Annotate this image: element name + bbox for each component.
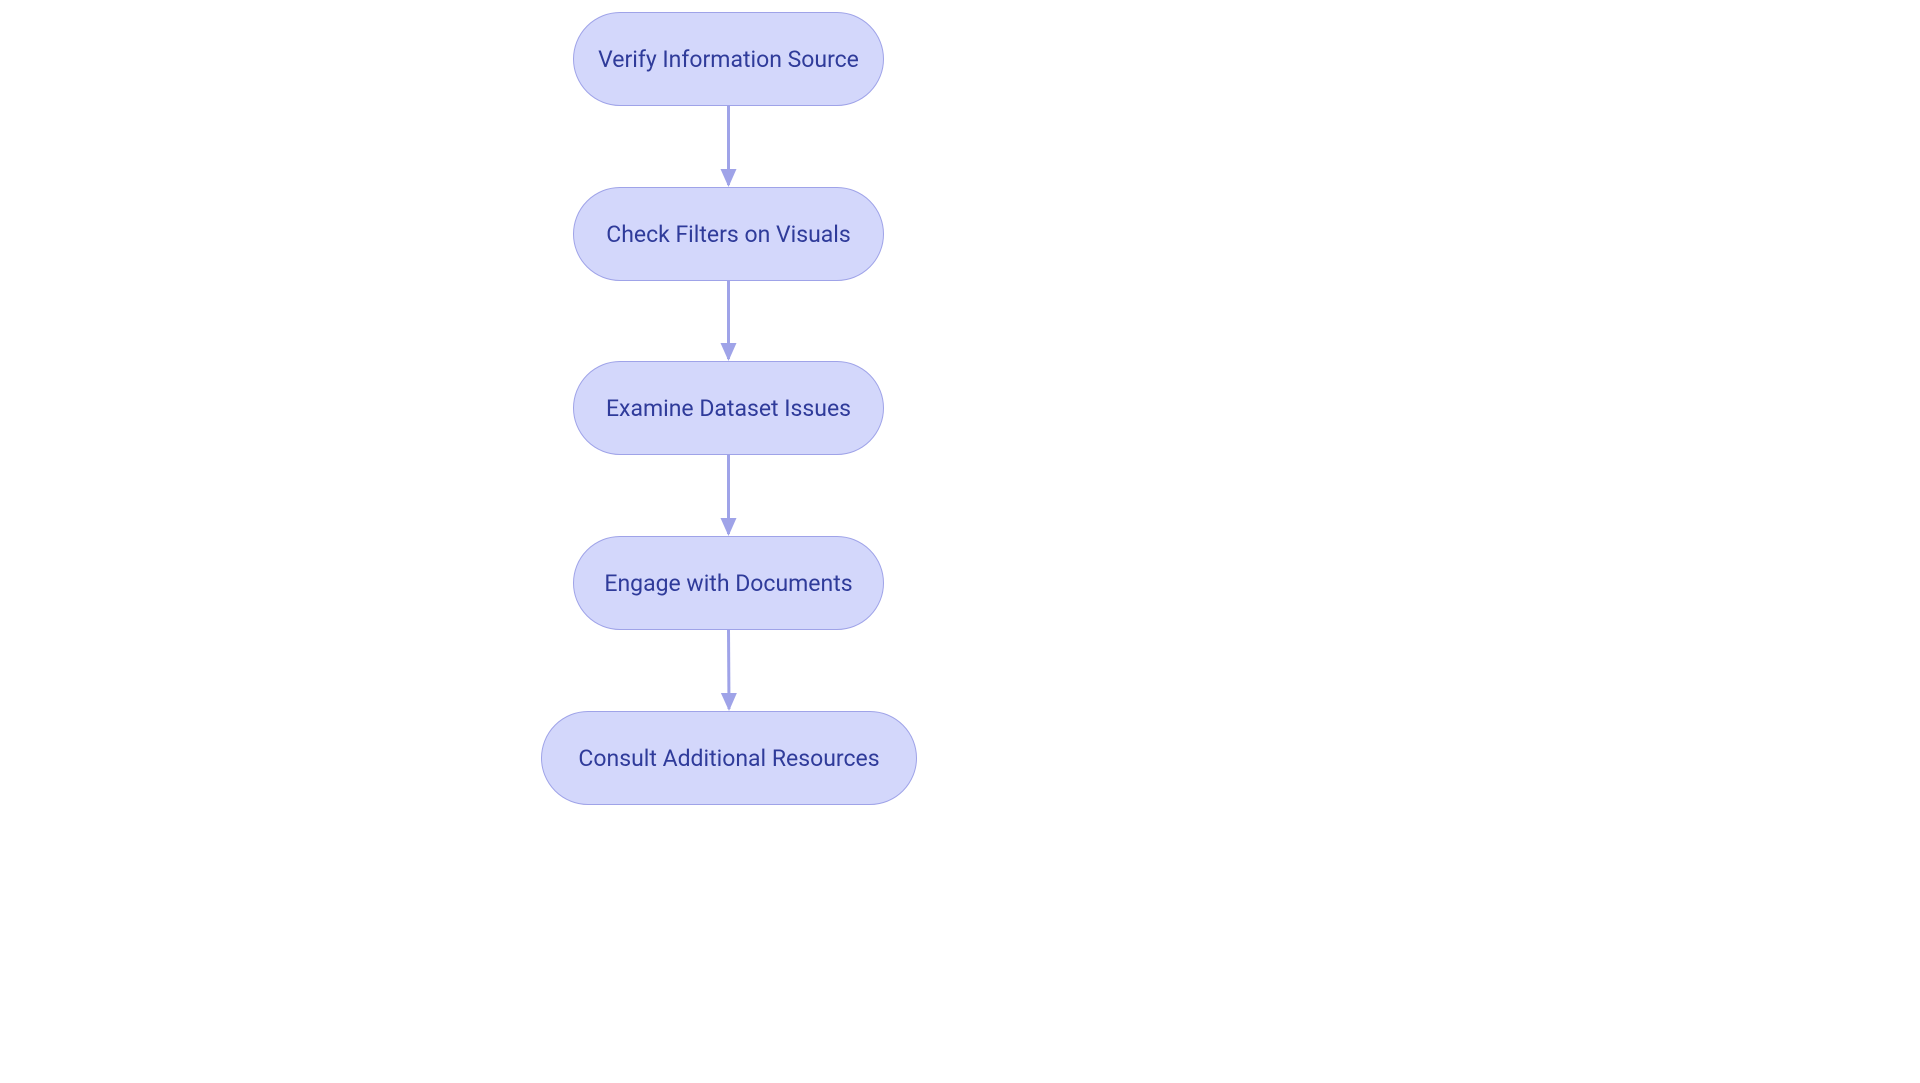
flow-node-label: Engage with Documents (604, 570, 852, 597)
flow-node-label: Check Filters on Visuals (606, 221, 851, 248)
flow-node-label: Examine Dataset Issues (606, 395, 851, 422)
flow-node-label: Consult Additional Resources (578, 745, 879, 772)
flow-node-label: Verify Information Source (598, 46, 859, 73)
flow-node: Examine Dataset Issues (573, 361, 884, 455)
flow-node: Engage with Documents (573, 536, 884, 630)
flow-node: Consult Additional Resources (541, 711, 917, 805)
edges-layer (0, 0, 1920, 1083)
flow-node: Check Filters on Visuals (573, 187, 884, 281)
flowchart-canvas: Verify Information Source Check Filters o… (0, 0, 1920, 1083)
flow-edge (729, 630, 730, 709)
flow-node: Verify Information Source (573, 12, 884, 106)
